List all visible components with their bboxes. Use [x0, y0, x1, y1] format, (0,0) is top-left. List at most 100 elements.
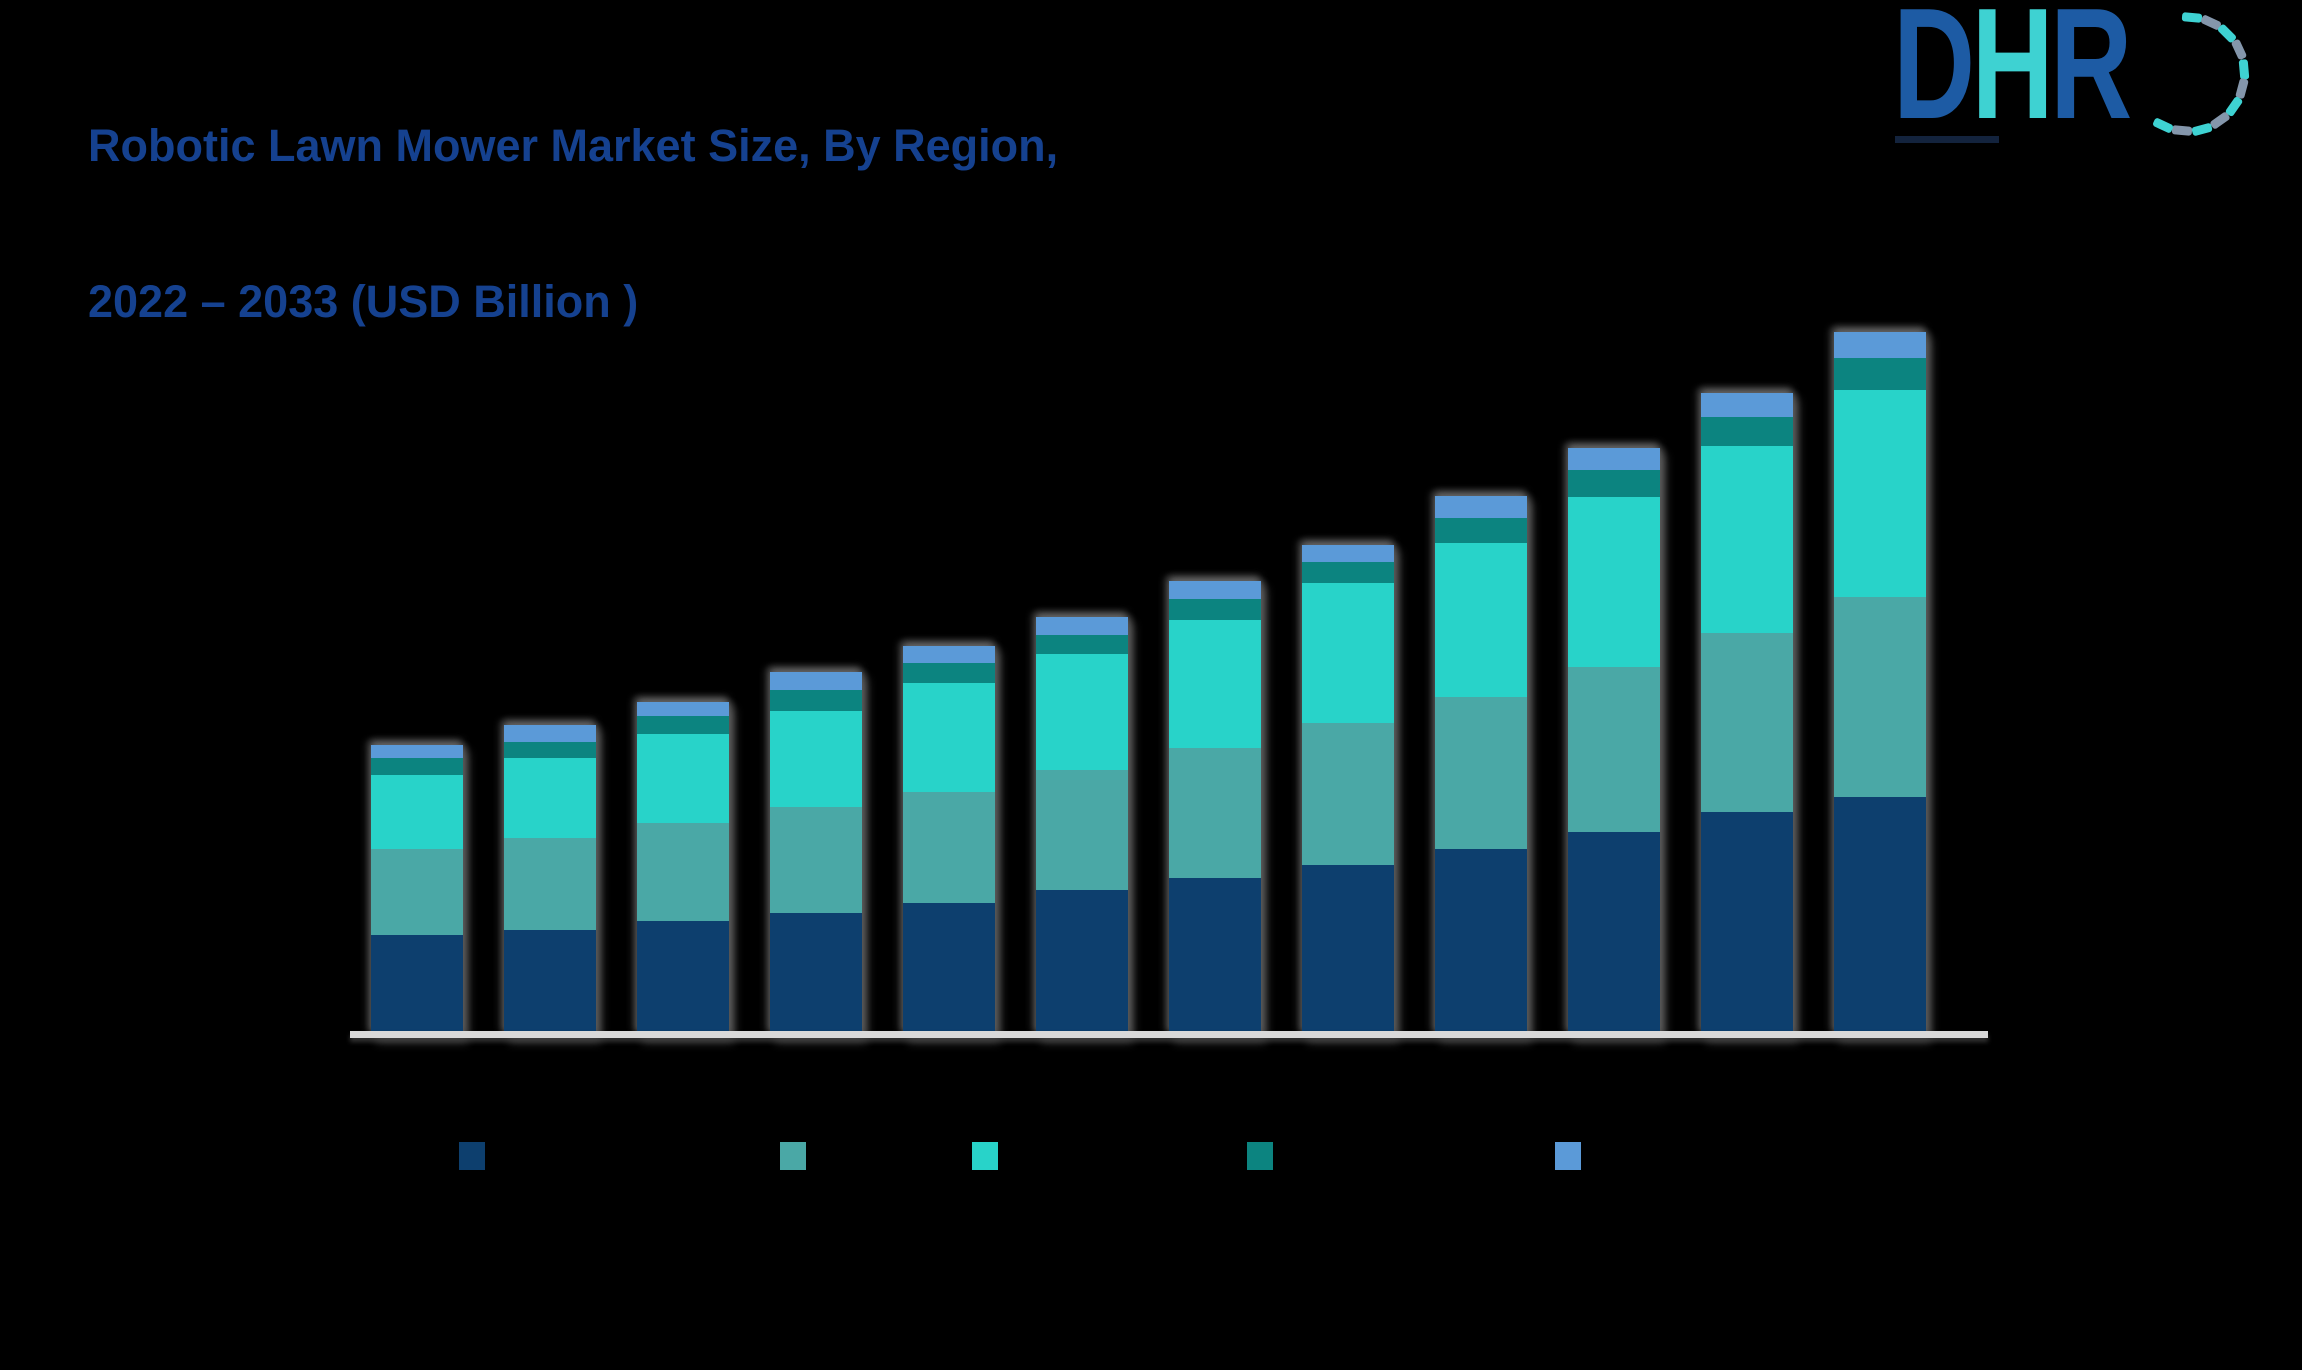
legend-item-4 [1247, 1142, 1287, 1170]
x-axis-label-2033: 2033 [1846, 1054, 1914, 1087]
bar-2026-segment-5 [903, 646, 995, 663]
bar-2033-segment-2 [1834, 597, 1926, 797]
bar-2033-segment-1 [1834, 797, 1926, 1036]
bar-2029 [1302, 545, 1394, 1036]
bar-2027-segment-5 [1036, 617, 1128, 635]
x-axis-label-2024: 2024 [649, 1054, 717, 1087]
legend-item-1 [459, 1142, 499, 1170]
x-axis-line [350, 1031, 1988, 1038]
bar-2029-segment-4 [1302, 562, 1394, 583]
chart-title-line2: 2022 – 2033 (USD Billion ) [88, 276, 639, 327]
bar-2026-segment-2 [903, 792, 995, 903]
logo-letter-h: H [1971, 0, 2054, 152]
bar-2023-segment-4 [504, 742, 596, 758]
legend-item-3 [972, 1142, 1012, 1170]
legend-item-5 [1555, 1142, 1595, 1170]
x-axis-label-2025: 2025 [782, 1054, 850, 1087]
bar-2029-segment-1 [1302, 865, 1394, 1036]
bar-2027-segment-4 [1036, 635, 1128, 654]
bar-2032-segment-4 [1701, 417, 1793, 446]
chart-title: Robotic Lawn Mower Market Size, By Regio… [88, 16, 1058, 432]
bar-2026-segment-1 [903, 903, 995, 1036]
bar-2030-segment-2 [1435, 697, 1527, 849]
bar-2028 [1169, 581, 1261, 1036]
bar-2031-segment-3 [1568, 497, 1660, 667]
logo-arc-dash [2171, 125, 2193, 137]
bar-2028-segment-1 [1169, 878, 1261, 1036]
bar-2026-segment-3 [903, 683, 995, 792]
legend-swatch-5 [1555, 1142, 1581, 1170]
bar-2030-segment-1 [1435, 849, 1527, 1036]
bar-2024-segment-3 [637, 734, 729, 823]
bar-2028-segment-5 [1169, 581, 1261, 599]
bar-2030-segment-4 [1435, 518, 1527, 543]
bar-2033-segment-5 [1834, 332, 1926, 358]
bar-2030-segment-5 [1435, 496, 1527, 518]
bar-2028-segment-3 [1169, 620, 1261, 748]
bar-2029-segment-5 [1302, 545, 1394, 562]
bar-2022-segment-5 [371, 745, 463, 758]
bar-2022-segment-2 [371, 849, 463, 935]
bar-2023-segment-1 [504, 930, 596, 1036]
bar-2022-segment-3 [371, 775, 463, 849]
bar-2028-segment-2 [1169, 748, 1261, 878]
bar-2022-segment-4 [371, 758, 463, 775]
bar-2030-segment-3 [1435, 543, 1527, 697]
logo-tagline-smudge [1895, 136, 1999, 143]
legend-swatch-4 [1247, 1142, 1273, 1170]
logo-arc-dash [2208, 111, 2231, 131]
bar-2032-segment-3 [1701, 446, 1793, 633]
bar-2022 [371, 745, 463, 1036]
x-axis-label-2032: 2032 [1713, 1054, 1781, 1087]
legend-item-2 [780, 1142, 820, 1170]
bar-2024-segment-1 [637, 921, 729, 1036]
bar-2031-segment-5 [1568, 448, 1660, 470]
bar-2025-segment-5 [770, 672, 862, 690]
x-axis-label-2023: 2023 [516, 1054, 584, 1087]
legend-swatch-3 [972, 1142, 998, 1170]
bar-2033-segment-3 [1834, 390, 1926, 597]
bar-2023 [504, 725, 596, 1036]
bar-2025 [770, 672, 862, 1036]
logo-arc-dash [2190, 122, 2213, 136]
bar-2025-segment-4 [770, 690, 862, 711]
bar-2029-segment-2 [1302, 723, 1394, 865]
bar-2027 [1036, 617, 1128, 1036]
bar-2033 [1834, 332, 1926, 1036]
logo-arc-dash [2151, 117, 2174, 134]
bar-2031-segment-2 [1568, 667, 1660, 832]
bar-2024-segment-5 [637, 702, 729, 716]
bar-2027-segment-3 [1036, 654, 1128, 770]
bar-2031-segment-4 [1568, 470, 1660, 497]
logo-letter-r: R [2050, 0, 2132, 152]
bar-2032-segment-1 [1701, 812, 1793, 1036]
bar-2027-segment-2 [1036, 770, 1128, 890]
bar-2023-segment-3 [504, 758, 596, 838]
bar-2026-segment-4 [903, 663, 995, 683]
legend-swatch-1 [459, 1142, 485, 1170]
x-axis-label-2030: 2030 [1447, 1054, 1515, 1087]
x-axis-label-2027: 2027 [1048, 1054, 1116, 1087]
logo-letters: DHR [1893, 0, 2132, 155]
bar-2032-segment-2 [1701, 633, 1793, 812]
bar-2033-segment-4 [1834, 358, 1926, 390]
logo-arc-dash [2181, 11, 2203, 23]
bar-2024 [637, 702, 729, 1036]
x-axis-label-2026: 2026 [915, 1054, 983, 1087]
x-axis-label-2028: 2028 [1181, 1054, 1249, 1087]
bar-2025-segment-2 [770, 807, 862, 913]
bar-2032 [1701, 393, 1793, 1036]
bar-2022-segment-1 [371, 935, 463, 1036]
bar-2029-segment-3 [1302, 583, 1394, 723]
bar-2027-segment-1 [1036, 890, 1128, 1036]
bar-2023-segment-2 [504, 838, 596, 930]
bar-2028-segment-4 [1169, 599, 1261, 620]
bar-2025-segment-3 [770, 711, 862, 807]
bar-2026 [903, 646, 995, 1036]
x-axis-label-2031: 2031 [1580, 1054, 1648, 1087]
bar-2030 [1435, 496, 1527, 1036]
bar-2025-segment-1 [770, 913, 862, 1036]
dhr-logo: DHR [1893, 0, 2250, 158]
chart-title-line1: Robotic Lawn Mower Market Size, By Regio… [88, 120, 1059, 171]
